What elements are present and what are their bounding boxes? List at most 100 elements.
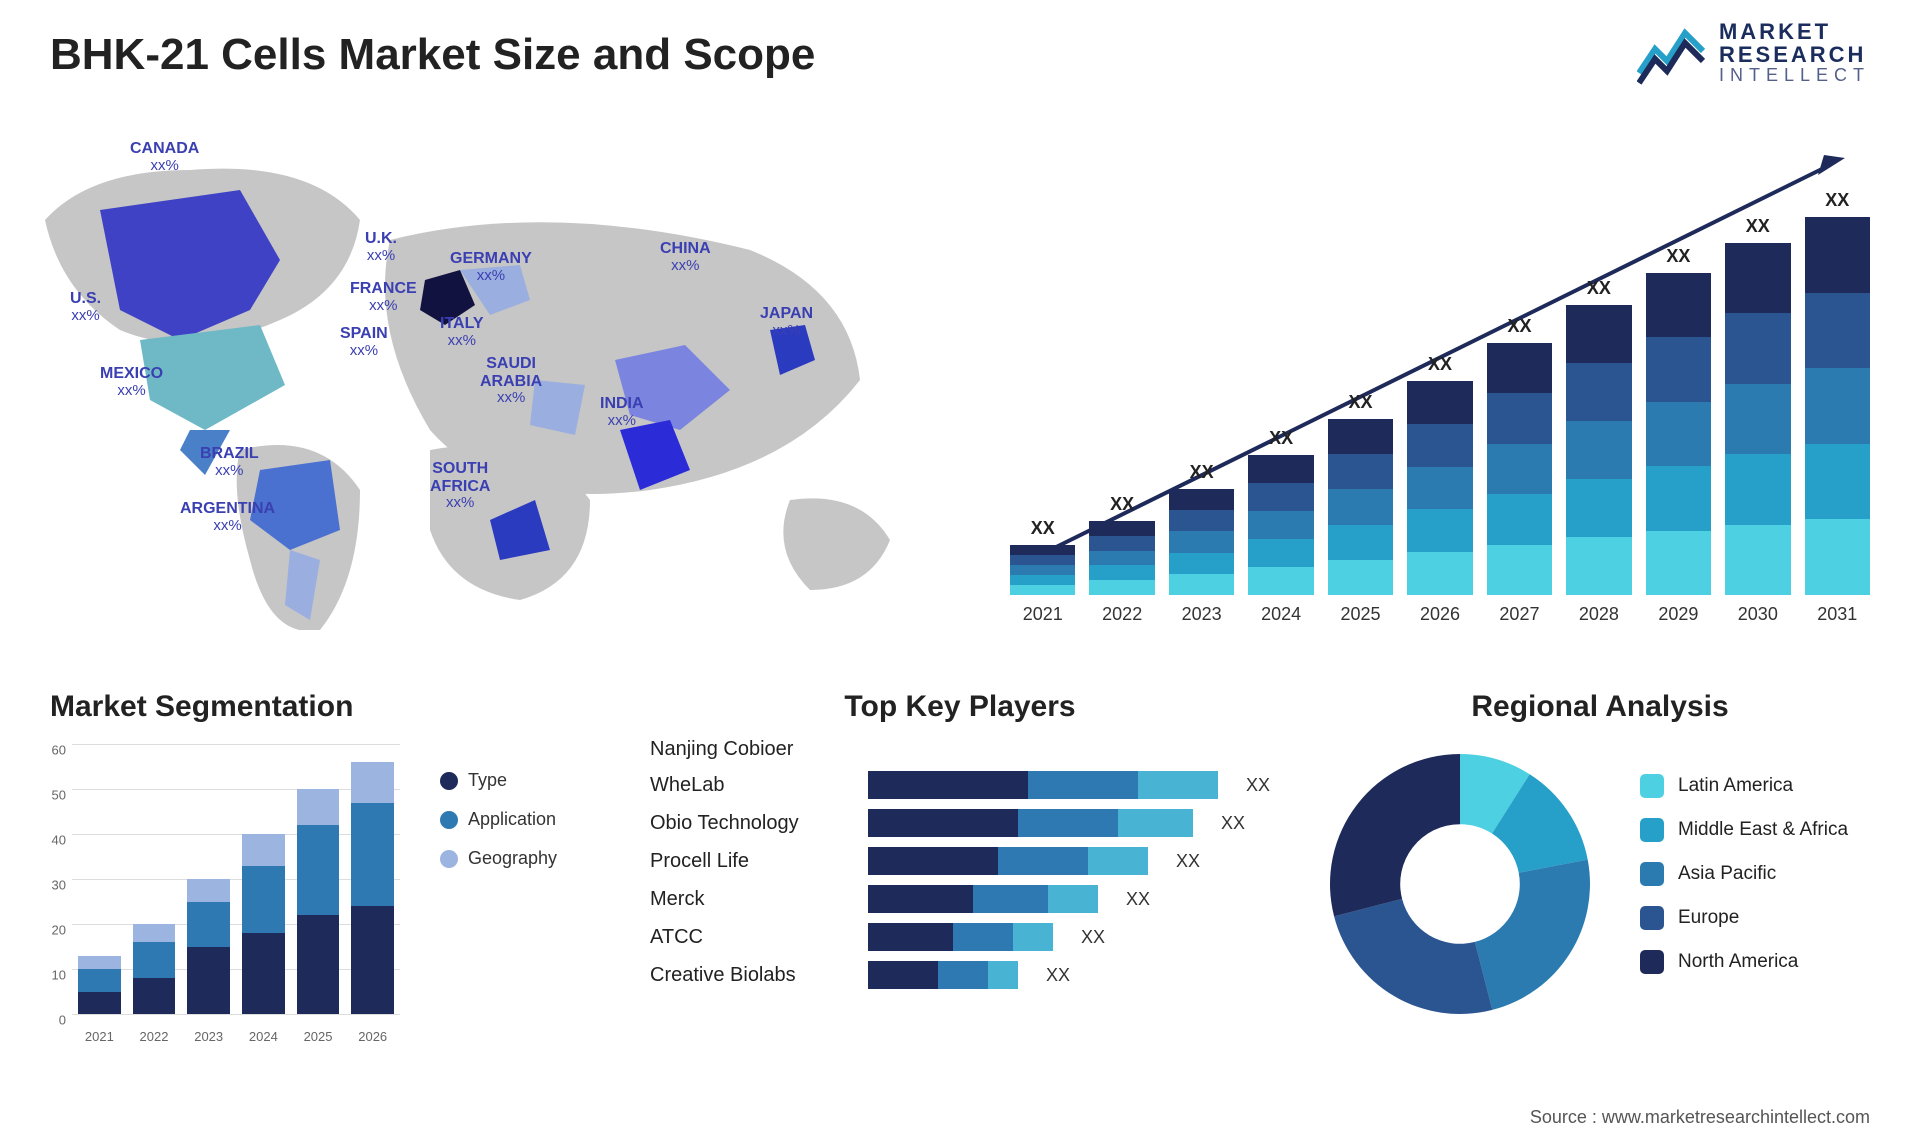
key-player-bar-segment bbox=[973, 885, 1048, 913]
seg-yaxis-tick: 30 bbox=[52, 878, 66, 893]
bar-value-label: XX bbox=[1190, 462, 1214, 483]
bar-segment bbox=[1089, 536, 1154, 551]
main-chart-column: XX bbox=[1010, 518, 1075, 595]
key-player-row: Obio TechnologyXX bbox=[650, 809, 1270, 837]
source-text: Source : www.marketresearchintellect.com bbox=[1530, 1107, 1870, 1128]
regional-legend-item: Europe bbox=[1640, 906, 1848, 930]
map-label: ARGENTINAxx% bbox=[180, 500, 275, 534]
regional-analysis: Regional Analysis Latin AmericaMiddle Ea… bbox=[1320, 690, 1880, 1024]
bar-stack bbox=[1010, 545, 1075, 595]
key-player-value: XX bbox=[1221, 813, 1245, 834]
bar-segment bbox=[1407, 467, 1472, 510]
bar-segment bbox=[1725, 384, 1790, 454]
legend-label: Asia Pacific bbox=[1678, 863, 1776, 885]
key-player-bar bbox=[868, 961, 1018, 989]
legend-label: Type bbox=[468, 770, 507, 791]
key-player-bar-segment bbox=[1018, 809, 1118, 837]
legend-label: North America bbox=[1678, 951, 1798, 973]
key-player-row: ATCCXX bbox=[650, 923, 1270, 951]
bar-value-label: XX bbox=[1349, 392, 1373, 413]
bar-segment bbox=[1169, 553, 1234, 574]
seg-yaxis-tick: 0 bbox=[59, 1013, 66, 1028]
seg-bar-segment bbox=[297, 789, 340, 825]
bar-segment bbox=[1725, 525, 1790, 595]
bar-stack bbox=[1089, 521, 1154, 595]
map-label: MEXICOxx% bbox=[100, 365, 163, 399]
map-label: U.S.xx% bbox=[70, 290, 101, 324]
bar-segment bbox=[1487, 393, 1552, 443]
bar-segment bbox=[1646, 273, 1711, 337]
seg-bar-segment bbox=[242, 866, 285, 934]
seg-bar bbox=[187, 879, 230, 1014]
seg-bar bbox=[242, 834, 285, 1014]
main-chart-xaxis-label: 2024 bbox=[1248, 604, 1313, 625]
bar-segment bbox=[1646, 402, 1711, 466]
map-label: CHINAxx% bbox=[660, 240, 711, 274]
main-chart-xaxis-label: 2028 bbox=[1566, 604, 1631, 625]
segmentation-legend: TypeApplicationGeography bbox=[440, 770, 557, 887]
seg-bar-segment bbox=[78, 956, 121, 970]
seg-bar-segment bbox=[297, 825, 340, 915]
seg-bar-segment bbox=[187, 879, 230, 902]
main-chart-column: XX bbox=[1328, 392, 1393, 595]
seg-bar-segment bbox=[297, 915, 340, 1014]
bar-stack bbox=[1328, 419, 1393, 595]
map-label: SPAINxx% bbox=[340, 325, 388, 359]
seg-bar-segment bbox=[133, 924, 176, 942]
regional-legend: Latin AmericaMiddle East & AfricaAsia Pa… bbox=[1640, 774, 1848, 994]
donut-slice bbox=[1334, 899, 1492, 1014]
bar-stack bbox=[1487, 343, 1552, 595]
key-player-value: XX bbox=[1176, 851, 1200, 872]
bar-segment bbox=[1169, 574, 1234, 595]
key-player-bar bbox=[868, 885, 1098, 913]
main-chart-xaxis-label: 2025 bbox=[1328, 604, 1393, 625]
bar-segment bbox=[1805, 217, 1870, 293]
main-chart-column: XX bbox=[1169, 462, 1234, 595]
seg-bar-segment bbox=[351, 762, 394, 803]
world-map: CANADAxx%U.S.xx%MEXICOxx%BRAZILxx%ARGENT… bbox=[30, 130, 950, 630]
bar-segment bbox=[1328, 454, 1393, 489]
seg-bar bbox=[297, 789, 340, 1014]
key-player-name: Procell Life bbox=[650, 850, 850, 873]
main-chart-xaxis-label: 2027 bbox=[1487, 604, 1552, 625]
seg-bar-segment bbox=[351, 906, 394, 1014]
trend-arrow-head bbox=[1818, 155, 1845, 175]
bar-segment bbox=[1248, 511, 1313, 539]
main-chart-column: XX bbox=[1566, 278, 1631, 595]
seg-bar bbox=[133, 924, 176, 1014]
bar-stack bbox=[1805, 217, 1870, 595]
bar-segment bbox=[1169, 489, 1234, 510]
seg-bar bbox=[351, 762, 394, 1014]
seg-xaxis-label: 2026 bbox=[351, 1029, 394, 1044]
key-player-bar bbox=[868, 771, 1218, 799]
segmentation-title: Market Segmentation bbox=[50, 690, 590, 724]
logo-line3: INTELLECT bbox=[1719, 66, 1870, 85]
seg-yaxis-tick: 50 bbox=[52, 788, 66, 803]
main-chart-column: XX bbox=[1805, 190, 1870, 595]
key-player-bar bbox=[868, 809, 1193, 837]
regional-title: Regional Analysis bbox=[1320, 690, 1880, 724]
key-player-bar-segment bbox=[1088, 847, 1148, 875]
main-chart-xaxis-label: 2026 bbox=[1407, 604, 1472, 625]
seg-gridline bbox=[72, 1014, 400, 1015]
key-player-name: ATCC bbox=[650, 926, 850, 949]
seg-yaxis-tick: 20 bbox=[52, 923, 66, 938]
seg-yaxis-tick: 60 bbox=[52, 743, 66, 758]
bar-segment bbox=[1646, 466, 1711, 530]
key-player-bar bbox=[868, 847, 1148, 875]
key-players-title: Top Key Players bbox=[650, 690, 1270, 724]
bar-value-label: XX bbox=[1587, 278, 1611, 299]
bar-segment bbox=[1805, 368, 1870, 444]
legend-label: Geography bbox=[468, 848, 557, 869]
bar-value-label: XX bbox=[1269, 428, 1293, 449]
main-chart-xaxis-label: 2022 bbox=[1089, 604, 1154, 625]
bar-value-label: XX bbox=[1031, 518, 1055, 539]
bar-segment bbox=[1725, 243, 1790, 313]
key-player-bar-segment bbox=[1138, 771, 1218, 799]
map-label: SOUTHAFRICAxx% bbox=[430, 460, 490, 512]
segmentation-chart: 0102030405060 202120222023202420252026 bbox=[50, 744, 400, 1044]
main-chart-column: XX bbox=[1248, 428, 1313, 595]
bar-segment bbox=[1407, 381, 1472, 424]
key-player-bar-segment bbox=[988, 961, 1018, 989]
key-player-bar-segment bbox=[868, 961, 938, 989]
